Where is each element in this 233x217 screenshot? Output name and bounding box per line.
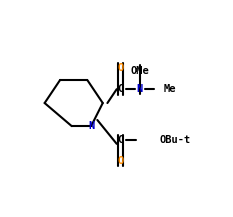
- Text: Me: Me: [163, 84, 176, 94]
- Text: OMe: OMe: [130, 66, 149, 76]
- Text: N: N: [137, 84, 143, 94]
- Text: C: C: [117, 135, 124, 145]
- Text: C: C: [117, 84, 124, 94]
- Text: N: N: [88, 121, 94, 131]
- Text: O: O: [117, 156, 124, 166]
- Text: O: O: [117, 63, 124, 73]
- Text: OBu-t: OBu-t: [159, 135, 191, 145]
